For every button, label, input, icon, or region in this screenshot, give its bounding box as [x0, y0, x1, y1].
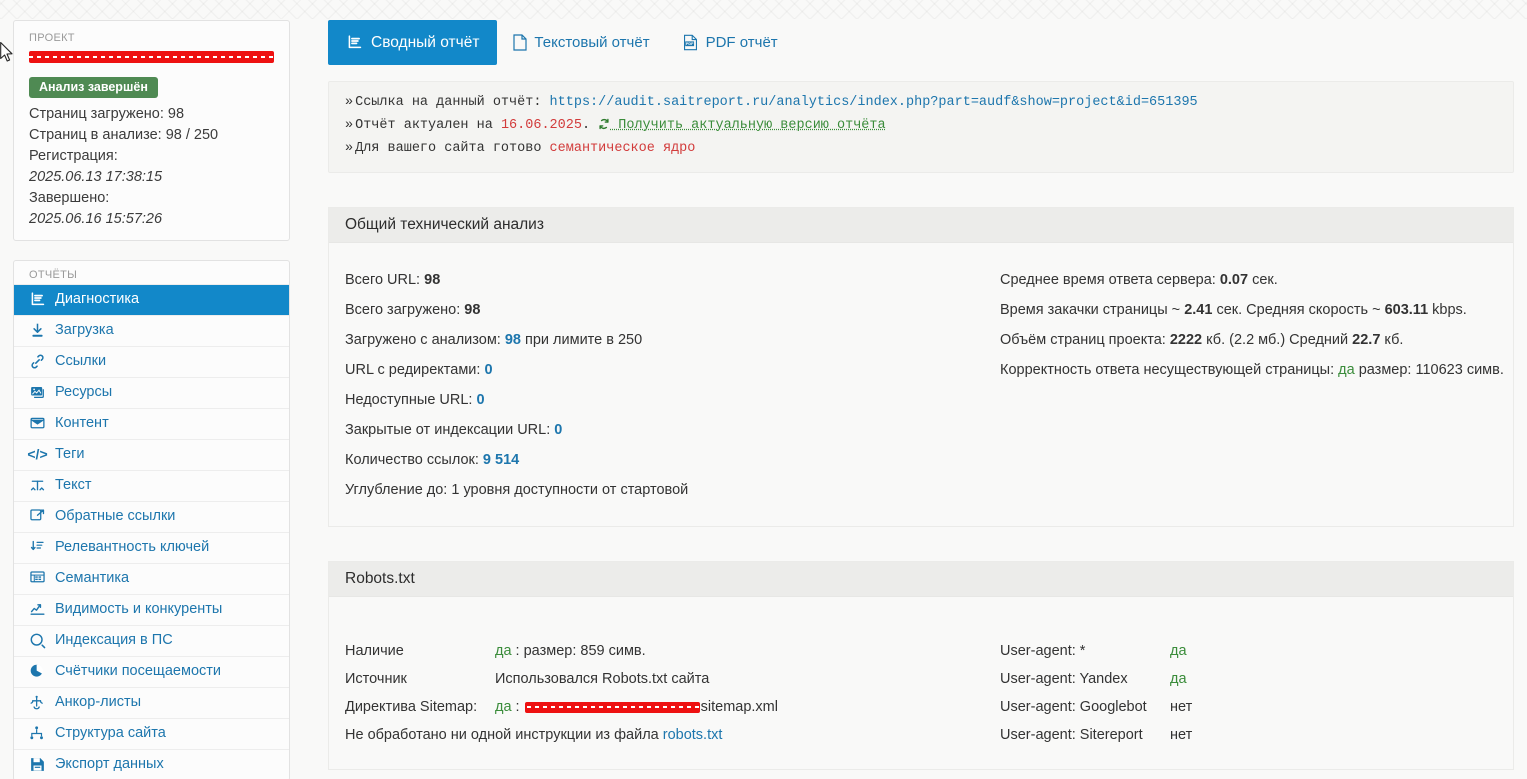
svg-text:PDF: PDF: [685, 42, 693, 46]
